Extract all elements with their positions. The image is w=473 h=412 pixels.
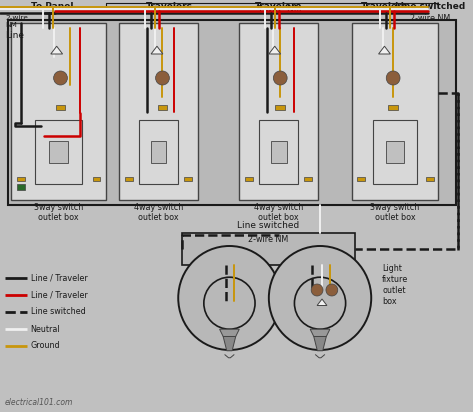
Polygon shape [223, 337, 236, 351]
Text: Line / Traveler: Line / Traveler [31, 290, 88, 300]
Circle shape [53, 71, 67, 85]
Circle shape [273, 71, 287, 85]
Text: 2-wire NM: 2-wire NM [410, 14, 450, 23]
Text: Neutral: Neutral [31, 325, 60, 333]
Circle shape [156, 71, 169, 85]
Circle shape [386, 71, 400, 85]
Bar [56, 105, 65, 110]
Circle shape [326, 284, 338, 296]
Bar [388, 105, 398, 110]
Circle shape [294, 277, 346, 329]
Bar [304, 177, 312, 181]
Bar [11, 23, 106, 200]
Text: 2-wire NM: 2-wire NM [248, 235, 289, 244]
Bar [373, 120, 417, 184]
Bar [426, 177, 434, 181]
Bar [351, 23, 438, 200]
Text: electrical101.com: electrical101.com [5, 398, 73, 407]
Polygon shape [219, 329, 239, 337]
Bar [386, 141, 403, 164]
Bar [125, 177, 133, 181]
Bar [245, 177, 253, 181]
Text: 2-wire
NM: 2-wire NM [5, 15, 28, 28]
Bar [8, 20, 456, 205]
Text: Line switched: Line switched [31, 307, 85, 316]
Circle shape [178, 246, 280, 350]
Bar [182, 233, 354, 265]
Bar [184, 177, 192, 181]
Text: Light
fixture
outlet
box: Light fixture outlet box [382, 264, 408, 306]
Bar [271, 141, 287, 164]
Text: Line / Traveler: Line / Traveler [31, 274, 88, 283]
Text: Travelers: Travelers [146, 2, 193, 11]
Text: 3way switch
outlet box: 3way switch outlet box [370, 203, 420, 222]
Polygon shape [314, 337, 326, 351]
Bar [358, 177, 365, 181]
Text: 4way switch
outlet box: 4way switch outlet box [254, 203, 303, 222]
Text: 4way switch
outlet box: 4way switch outlet box [134, 203, 183, 222]
Text: To Panel: To Panel [31, 2, 73, 11]
Bar [259, 120, 298, 184]
Bar [239, 23, 318, 200]
Text: Travelers: Travelers [360, 2, 408, 11]
Bar [275, 105, 285, 110]
Bar [93, 177, 100, 181]
Polygon shape [310, 329, 330, 337]
Text: Travelers: Travelers [255, 2, 302, 11]
Polygon shape [378, 46, 390, 54]
Bar [151, 141, 166, 164]
Polygon shape [269, 46, 280, 54]
Bar [49, 141, 68, 164]
Bar [17, 177, 25, 181]
Circle shape [311, 284, 323, 296]
Bar [35, 120, 82, 184]
Bar [139, 120, 178, 184]
Text: 3-wire NM: 3-wire NM [256, 5, 301, 14]
Polygon shape [317, 299, 327, 306]
Bar [119, 23, 198, 200]
Text: Line switched: Line switched [237, 221, 299, 230]
Text: Line: Line [6, 30, 25, 40]
Polygon shape [51, 46, 62, 54]
Bar [17, 184, 25, 190]
Text: Ground: Ground [31, 342, 60, 351]
Circle shape [269, 246, 371, 350]
Bar [158, 105, 167, 110]
Text: Line switched: Line switched [395, 2, 465, 11]
Text: 3way switch
outlet box: 3way switch outlet box [34, 203, 83, 222]
Polygon shape [151, 46, 163, 54]
Circle shape [204, 277, 255, 329]
